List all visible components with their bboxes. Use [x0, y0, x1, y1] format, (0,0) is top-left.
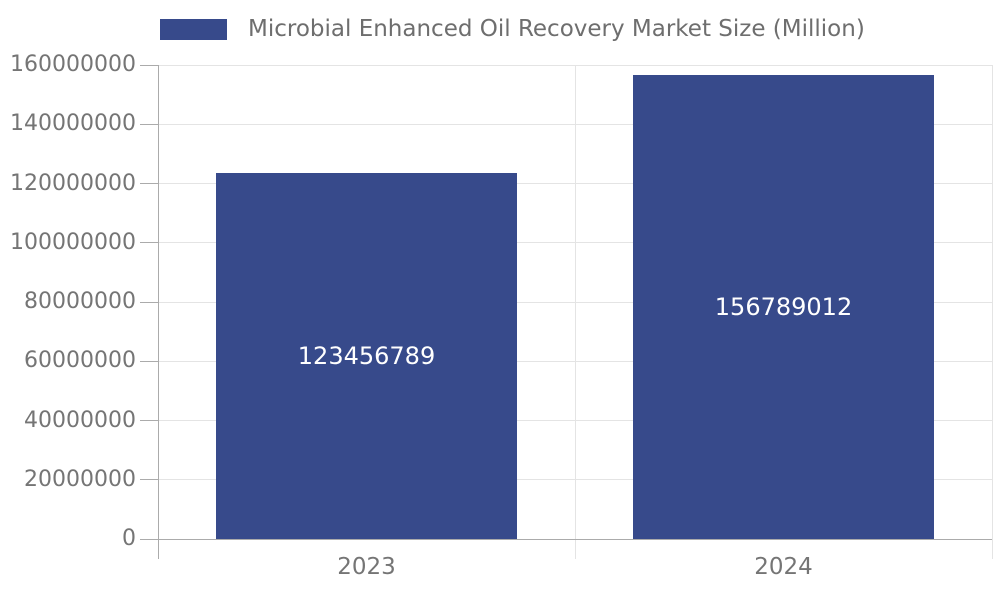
- y-tick: [140, 123, 158, 125]
- y-tick-label: 60000000: [24, 348, 136, 374]
- y-tick-label: 160000000: [10, 52, 136, 77]
- y-tick: [140, 64, 158, 66]
- x-axis-line: [158, 538, 992, 540]
- y-tick-label: 20000000: [24, 466, 136, 492]
- y-tick: [140, 183, 158, 184]
- y-tick-label: 0: [122, 526, 136, 551]
- y-tick-label: 80000000: [24, 289, 136, 314]
- x-tick-label-2023: 2023: [337, 554, 396, 580]
- y-tick-label: 140000000: [10, 111, 136, 137]
- y-tick: [140, 242, 158, 244]
- y-tick-label: 100000000: [10, 229, 136, 255]
- y-tick: [140, 479, 158, 481]
- bar-value-label-2023: 123456789: [297, 342, 436, 371]
- bar-value-label-2024: 156789012: [714, 292, 853, 321]
- y-tick-label: 120000000: [10, 170, 136, 196]
- y-tick: [140, 538, 158, 540]
- y-axis-line: [158, 65, 159, 559]
- gridline-vertical: [991, 65, 993, 559]
- legend-swatch: [160, 18, 227, 40]
- gridline-vertical: [574, 65, 576, 559]
- y-tick-label: 40000000: [24, 407, 136, 433]
- y-tick: [140, 360, 158, 362]
- legend: Microbial Enhanced Oil Recovery Market S…: [160, 8, 865, 50]
- legend-label: Microbial Enhanced Oil Recovery Market S…: [248, 16, 865, 42]
- y-tick: [140, 301, 158, 303]
- x-tick-label-2024: 2024: [754, 554, 813, 580]
- y-tick: [140, 420, 158, 421]
- bar-2024: 156789012: [633, 74, 934, 539]
- bar-2023: 123456789: [216, 173, 517, 539]
